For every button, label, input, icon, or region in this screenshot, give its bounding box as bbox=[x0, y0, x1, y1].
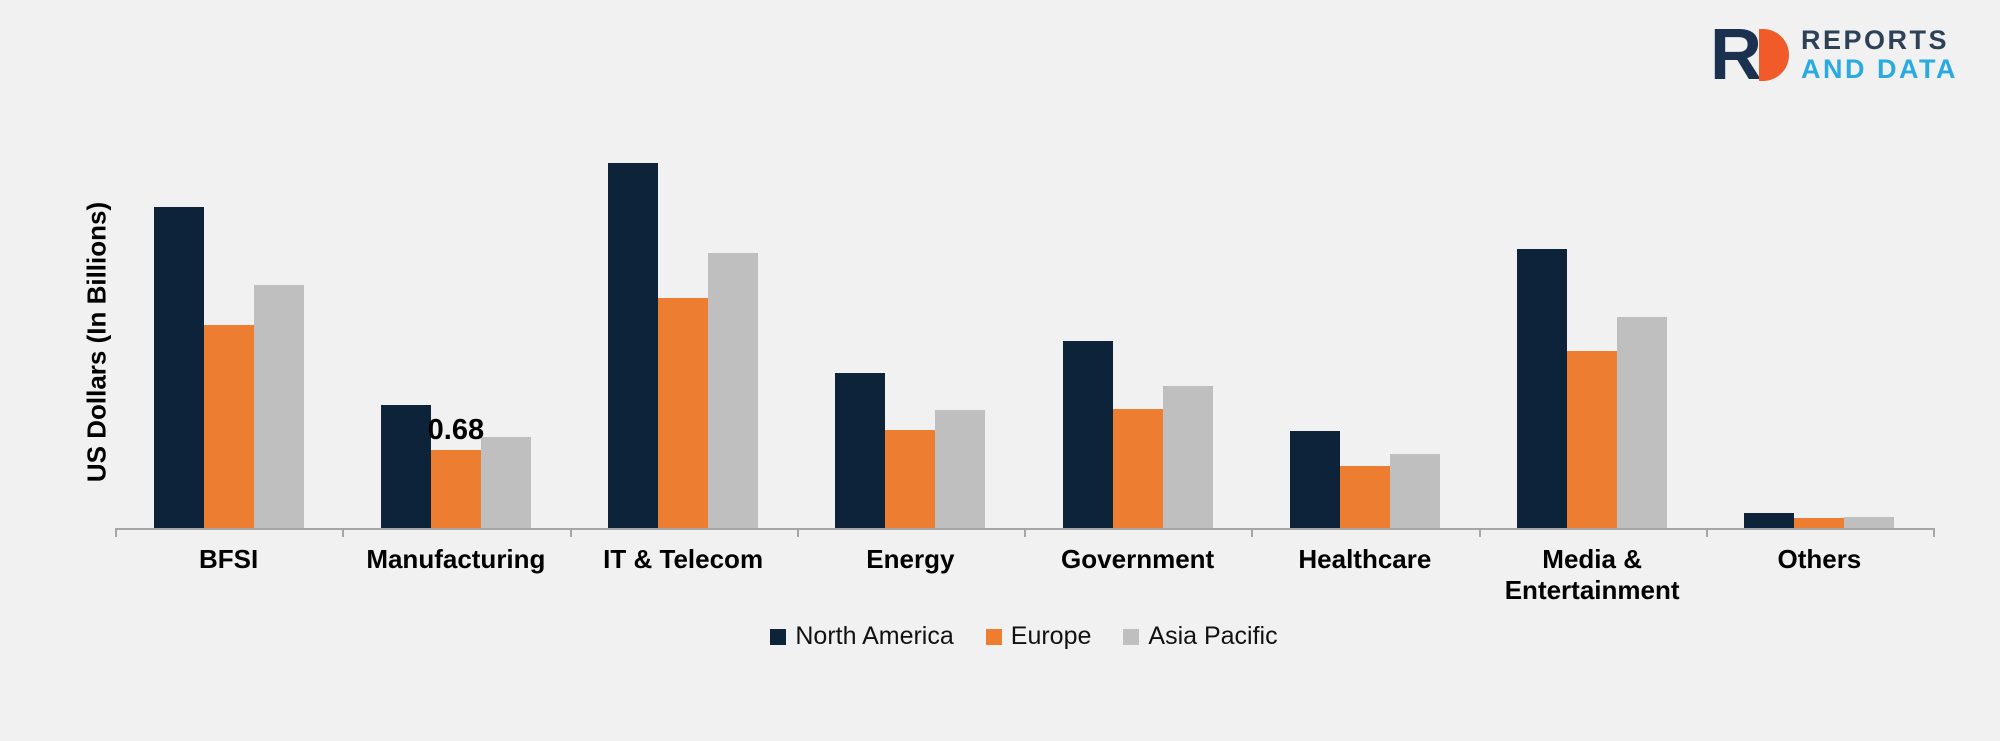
bar-europe-bfsi bbox=[203, 324, 254, 528]
bar-asia-pacific-it-telecom bbox=[708, 252, 759, 528]
x-axis-tick bbox=[1705, 528, 1708, 537]
legend-item-asia-pacific: Asia Pacific bbox=[1123, 622, 1278, 651]
bar-europe-media-entertainment bbox=[1567, 350, 1618, 528]
legend-swatch-asia-pacific bbox=[1123, 628, 1140, 645]
legend-item-europe: Europe bbox=[985, 622, 1092, 651]
bar-europe-government bbox=[1112, 409, 1163, 528]
bar-europe-manufacturing bbox=[430, 450, 481, 528]
x-axis-label-manufacturing: Manufacturing bbox=[366, 544, 546, 574]
bar-asia-pacific-others bbox=[1844, 516, 1895, 528]
x-axis-tick bbox=[342, 528, 345, 537]
bar-asia-pacific-manufacturing bbox=[480, 436, 531, 528]
x-axis-label-healthcare: Healthcare bbox=[1298, 544, 1432, 574]
logo-text-reports: REPORTS bbox=[1801, 25, 1950, 55]
legend-label-north-america: North America bbox=[795, 622, 954, 650]
y-axis-label: US Dollars (In Billions) bbox=[81, 201, 112, 483]
bar-north-america-government bbox=[1062, 340, 1113, 528]
bar-north-america-manufacturing bbox=[380, 404, 431, 528]
logo-mark: R bbox=[1710, 15, 1790, 95]
reports-and-data-logo: R REPORTS AND DATA bbox=[1710, 15, 1958, 95]
bar-north-america-bfsi bbox=[153, 206, 204, 528]
logo-r-glyph: R bbox=[1710, 15, 1762, 95]
data-label-europe-manufacturing: 0.68 bbox=[427, 414, 485, 447]
x-axis-label-bfsi: BFSI bbox=[199, 544, 259, 574]
bar-asia-pacific-government bbox=[1162, 386, 1213, 528]
legend-item-north-america: North America bbox=[770, 622, 954, 651]
bar-asia-pacific-bfsi bbox=[253, 284, 304, 528]
bar-europe-healthcare bbox=[1339, 466, 1390, 528]
x-axis-label-energy: Energy bbox=[866, 544, 955, 574]
x-axis-tick bbox=[1478, 528, 1481, 537]
x-axis-tick bbox=[1024, 528, 1026, 537]
x-axis-label-government: Government bbox=[1061, 544, 1215, 574]
legend-swatch-north-america bbox=[770, 628, 787, 645]
logo-d-glyph bbox=[1759, 29, 1790, 81]
x-axis-tick bbox=[796, 528, 799, 537]
bar-north-america-media-entertainment bbox=[1517, 249, 1568, 528]
bar-north-america-energy bbox=[835, 372, 886, 528]
legend-label-europe: Europe bbox=[1010, 622, 1092, 650]
x-axis-label-media-entertainment: Media & Entertainment bbox=[1504, 544, 1680, 605]
bar-north-america-others bbox=[1744, 513, 1795, 528]
x-axis-tick bbox=[115, 528, 117, 537]
logo-text: REPORTS AND DATA bbox=[1801, 26, 1958, 84]
legend-label-asia-pacific: Asia Pacific bbox=[1148, 622, 1278, 650]
x-axis-tick bbox=[1933, 528, 1935, 537]
bar-asia-pacific-energy bbox=[935, 410, 986, 528]
bar-north-america-it-telecom bbox=[608, 163, 659, 528]
x-axis-label-it-telecom: IT & Telecom bbox=[603, 544, 764, 574]
chart-legend: North America Europe Asia Pacific bbox=[115, 622, 1933, 651]
bar-asia-pacific-healthcare bbox=[1389, 453, 1440, 528]
x-axis-label-others: Others bbox=[1777, 544, 1862, 574]
x-axis-tick bbox=[569, 528, 572, 537]
bar-north-america-healthcare bbox=[1289, 430, 1340, 528]
bar-europe-it-telecom bbox=[658, 298, 709, 528]
logo-text-and-data: AND DATA bbox=[1801, 54, 1958, 84]
legend-swatch-europe bbox=[985, 628, 1002, 645]
bar-europe-others bbox=[1794, 517, 1845, 528]
bar-asia-pacific-media-entertainment bbox=[1617, 316, 1668, 528]
x-axis-tick bbox=[1251, 528, 1254, 537]
bar-europe-energy bbox=[885, 429, 936, 528]
